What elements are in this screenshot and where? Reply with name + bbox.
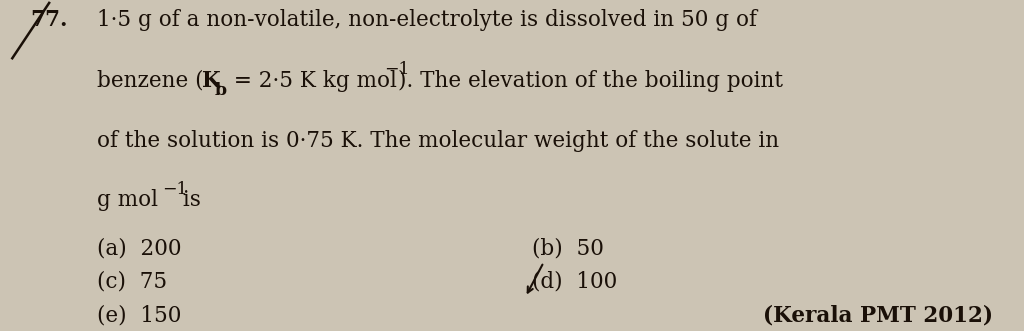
- Text: 1·5 g of a non-volatile, non-electrolyte is dissolved in 50 g of: 1·5 g of a non-volatile, non-electrolyte…: [97, 9, 758, 31]
- Text: g mol: g mol: [97, 189, 159, 211]
- Text: = 2·5 K kg mol: = 2·5 K kg mol: [227, 70, 397, 92]
- Text: ). The elevation of the boiling point: ). The elevation of the boiling point: [398, 70, 783, 92]
- Text: is: is: [176, 189, 201, 211]
- Text: (a)  200: (a) 200: [97, 237, 182, 260]
- Text: (d)  100: (d) 100: [532, 271, 617, 293]
- Text: −1: −1: [162, 181, 187, 198]
- Text: 77.: 77.: [31, 9, 69, 31]
- Text: −1: −1: [384, 61, 410, 78]
- Text: (e)  150: (e) 150: [97, 305, 181, 326]
- Text: (Kerala PMT 2012): (Kerala PMT 2012): [763, 305, 993, 326]
- Text: b: b: [215, 82, 226, 99]
- Text: (b)  50: (b) 50: [532, 237, 604, 260]
- Text: of the solution is 0·75 K. The molecular weight of the solute in: of the solution is 0·75 K. The molecular…: [97, 130, 779, 152]
- Text: K: K: [202, 70, 220, 92]
- Text: (c)  75: (c) 75: [97, 271, 167, 293]
- Text: benzene (: benzene (: [97, 70, 204, 92]
